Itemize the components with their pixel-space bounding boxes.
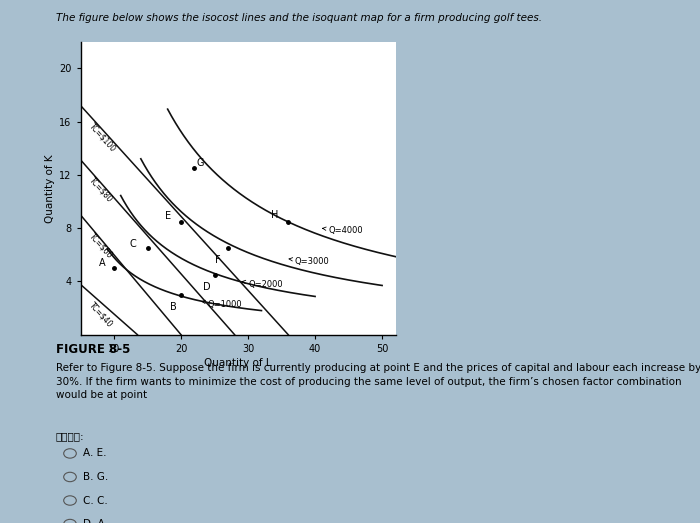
Text: D. A.: D. A.: [83, 519, 108, 523]
Text: Q=4000: Q=4000: [323, 226, 363, 235]
Text: D: D: [203, 282, 210, 292]
Text: F: F: [215, 255, 220, 265]
Text: TC=$80: TC=$80: [88, 176, 114, 204]
Text: Refer to Figure 8-5. Suppose the firm is currently producing at point E and the : Refer to Figure 8-5. Suppose the firm is…: [56, 363, 700, 400]
X-axis label: Quantity of L: Quantity of L: [204, 358, 272, 368]
Text: 选择一项:: 选择一项:: [56, 431, 85, 441]
Text: A. E.: A. E.: [83, 448, 106, 459]
Text: Q=1000: Q=1000: [202, 300, 242, 309]
Text: FIGURE 8-5: FIGURE 8-5: [56, 343, 130, 356]
Text: Q=3000: Q=3000: [289, 257, 330, 266]
Text: TC=$40: TC=$40: [88, 300, 114, 329]
Text: The figure below shows the isocost lines and the isoquant map for a firm produci: The figure below shows the isocost lines…: [56, 13, 542, 23]
Text: TC=$100: TC=$100: [88, 121, 118, 154]
Text: C. C.: C. C.: [83, 495, 107, 506]
Text: E: E: [164, 211, 171, 221]
Text: H: H: [271, 210, 279, 220]
Text: TC=$60: TC=$60: [88, 231, 114, 259]
Text: Q=2000: Q=2000: [242, 280, 283, 289]
Text: G: G: [196, 158, 204, 168]
Text: B. G.: B. G.: [83, 472, 108, 482]
Y-axis label: Quantity of K: Quantity of K: [45, 154, 55, 223]
Text: A: A: [99, 258, 105, 268]
Text: B: B: [169, 302, 176, 312]
Text: C: C: [130, 239, 136, 249]
